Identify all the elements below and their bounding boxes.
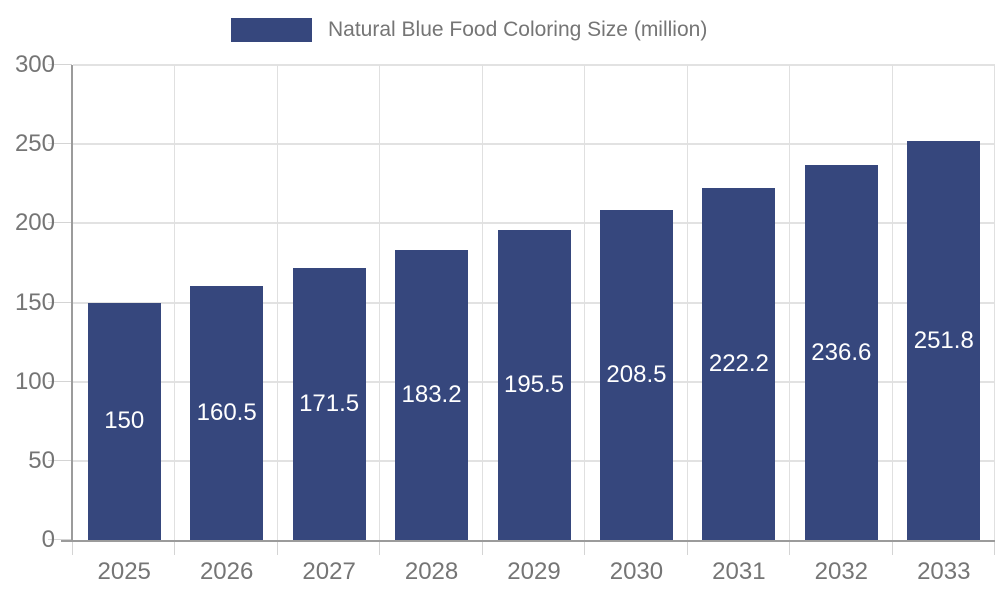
x-tick-label-2033: 2033 <box>917 558 971 585</box>
bar-2026[interactable]: 160.5 <box>190 285 264 540</box>
x-tick-mark <box>686 542 688 555</box>
bar-value-label: 150 <box>104 407 145 435</box>
x-tick-label-2028: 2028 <box>404 558 459 585</box>
x-tick-mark <box>891 542 893 555</box>
x-gridline <box>686 65 688 540</box>
x-gridline <box>584 65 586 540</box>
x-gridline <box>174 65 176 540</box>
bar-value-label: 251.8 <box>913 326 974 354</box>
y-tick-mark <box>48 64 72 65</box>
x-gridline <box>994 65 995 540</box>
y-tick-mark <box>48 143 72 145</box>
x-tick-mark <box>584 542 586 555</box>
x-tick-label-2027: 2027 <box>302 558 356 585</box>
x-gridline <box>891 65 893 540</box>
x-tick-mark <box>72 542 73 555</box>
x-tick-label-2031: 2031 <box>712 558 766 585</box>
y-tick-label: 50 <box>28 446 55 474</box>
y-tick-label: 250 <box>14 130 55 158</box>
x-gridline <box>789 65 791 540</box>
bar-value-label: 183.2 <box>401 380 462 408</box>
x-tick-label-2030: 2030 <box>609 558 664 585</box>
x-tick-mark <box>276 542 278 555</box>
x-tick-label-2026: 2026 <box>199 558 254 585</box>
bar-value-label: 195.5 <box>503 371 565 399</box>
bar-value-label: 222.2 <box>708 350 769 378</box>
bar-2033[interactable]: 251.8 <box>907 141 981 540</box>
legend-label: Natural Blue Food Coloring Size (million… <box>328 18 708 41</box>
x-tick-label-2029: 2029 <box>507 558 561 585</box>
y-tick-label: 150 <box>14 288 55 316</box>
y-tick-label: 0 <box>41 526 55 553</box>
y-tick-label: 300 <box>14 51 55 78</box>
bar-2029[interactable]: 195.5 <box>497 230 571 540</box>
y-tick-mark <box>48 380 72 382</box>
bar-value-label: 171.5 <box>299 390 360 418</box>
bar-2025[interactable]: 150 <box>87 302 161 540</box>
y-gridline <box>73 222 995 225</box>
bar-value-label: 208.5 <box>606 360 667 388</box>
bar-2032[interactable]: 236.6 <box>804 165 878 540</box>
y-tick-mark <box>48 222 72 224</box>
bar-2028[interactable]: 183.2 <box>395 249 469 540</box>
x-gridline <box>276 65 278 540</box>
x-tick-mark <box>994 542 995 555</box>
x-tick-mark <box>481 542 483 555</box>
y-tick-label: 200 <box>14 209 55 237</box>
x-gridline <box>481 65 483 540</box>
bar-value-label: 236.6 <box>811 338 872 366</box>
legend-item[interactable]: Natural Blue Food Coloring Size (million… <box>231 18 707 42</box>
y-tick-mark <box>48 301 72 303</box>
x-tick-label-2025: 2025 <box>97 558 151 585</box>
x-axis-line <box>61 540 995 542</box>
y-gridline <box>73 64 995 66</box>
x-tick-mark <box>174 542 176 555</box>
y-axis-line <box>71 65 73 542</box>
bar-2031[interactable]: 222.2 <box>702 188 776 540</box>
x-tick-mark <box>379 542 381 555</box>
y-tick-mark <box>48 539 72 540</box>
y-gridline <box>73 143 995 146</box>
bar-value-label: 160.5 <box>196 398 257 426</box>
x-tick-label-2032: 2032 <box>814 558 869 585</box>
y-tick-mark <box>48 459 72 461</box>
y-tick-label: 100 <box>14 367 55 395</box>
bar-2030[interactable]: 208.5 <box>599 209 673 540</box>
x-tick-mark <box>789 542 791 555</box>
legend-swatch <box>231 18 312 42</box>
x-gridline <box>379 65 381 540</box>
bar-2027[interactable]: 171.5 <box>292 268 366 540</box>
